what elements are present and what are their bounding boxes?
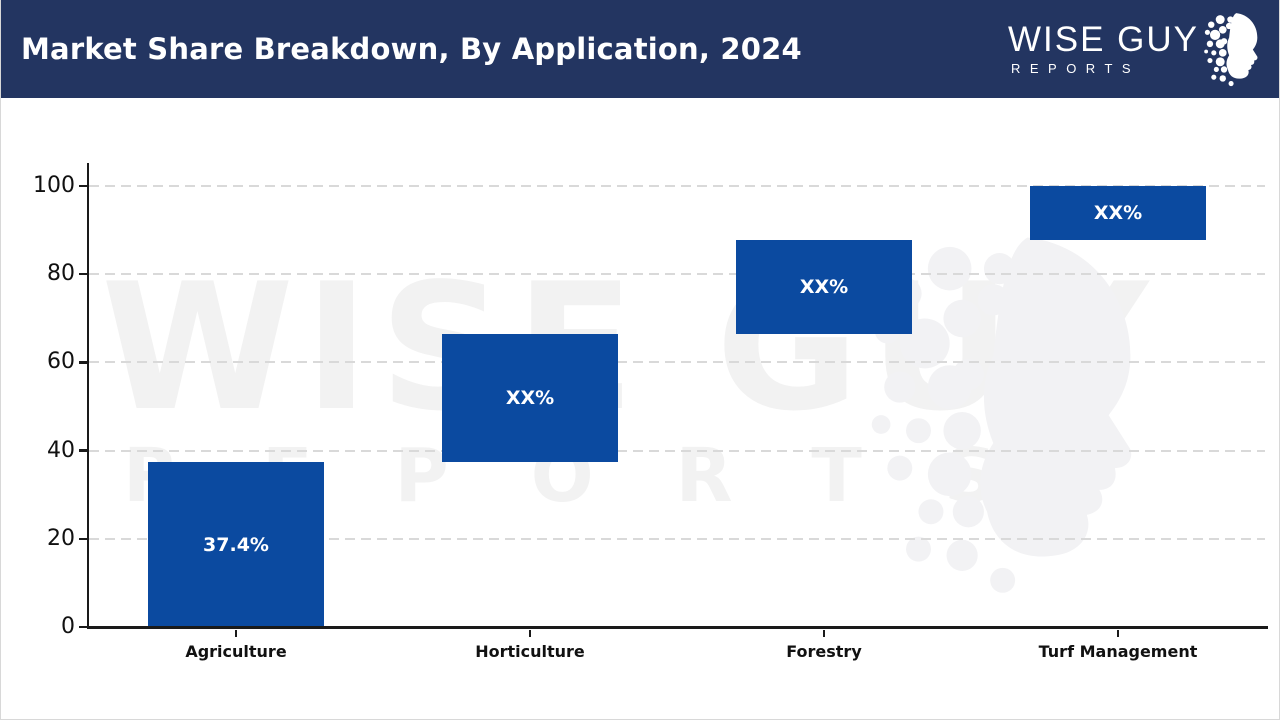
- x-tick-label: Agriculture: [185, 642, 287, 661]
- y-tick-label: 40: [47, 437, 75, 463]
- x-tick-mark: [822, 630, 826, 637]
- gridline-60: [89, 361, 1265, 364]
- dotted-head-profile-icon: [1201, 9, 1265, 89]
- bar-value-label: XX%: [1093, 202, 1143, 225]
- x-tick-mark: [528, 630, 532, 637]
- bar-horticulture: XX%: [441, 333, 619, 463]
- watermark-wordmark: WISE GUY: [101, 247, 1159, 450]
- bar-forestry: XX%: [735, 240, 913, 334]
- logo-wordmark: WISE GUY: [1007, 20, 1199, 59]
- y-tick-mark: [79, 449, 87, 452]
- chart-title: Market Share Breakdown, By Application, …: [21, 32, 802, 66]
- x-axis-line: [87, 626, 1268, 629]
- logo-subtext: REPORTS: [1010, 61, 1141, 76]
- header-bar: Market Share Breakdown, By Application, …: [1, 0, 1279, 98]
- gridline-100: [89, 185, 1265, 187]
- wise-guy-logo: WISE GUY REPORTS: [1008, 9, 1265, 89]
- x-tick-label: Forestry: [786, 642, 862, 661]
- y-tick-mark: [79, 625, 87, 629]
- y-axis-line: [87, 163, 89, 629]
- gridline-80: [89, 273, 1265, 276]
- logo-text: WISE GUY REPORTS: [1007, 20, 1199, 77]
- chart-canvas: WISE GUY REPORTS 0 20 40 60 80 100 37.4% Agricu…: [1, 98, 1279, 718]
- gridline-20: [89, 537, 1265, 540]
- y-tick-mark: [79, 537, 87, 541]
- y-tick-mark: [79, 361, 87, 364]
- bar-value-label: XX%: [505, 386, 555, 409]
- bar-agriculture: 37.4%: [147, 462, 325, 627]
- x-tick-mark: [1116, 630, 1120, 637]
- x-tick-label: Horticulture: [475, 642, 585, 661]
- x-tick-mark: [234, 630, 238, 637]
- y-tick-mark: [79, 184, 87, 188]
- gridline-40: [89, 449, 1265, 452]
- bar-value-label: 37.4%: [203, 533, 269, 556]
- y-tick-label: 60: [47, 349, 75, 375]
- plot-area: 0 20 40 60 80 100 37.4% Agriculture XX% Horticult…: [33, 163, 1268, 661]
- bar-value-label: XX%: [799, 275, 849, 298]
- x-tick-label: Turf Management: [1038, 642, 1198, 661]
- y-tick-label: 100: [33, 173, 75, 198]
- y-tick-label: 20: [47, 525, 75, 551]
- bar-turf-management: XX%: [1029, 186, 1207, 241]
- y-tick-mark: [79, 272, 87, 276]
- y-tick-label: 0: [61, 614, 75, 639]
- y-tick-label: 80: [47, 261, 75, 287]
